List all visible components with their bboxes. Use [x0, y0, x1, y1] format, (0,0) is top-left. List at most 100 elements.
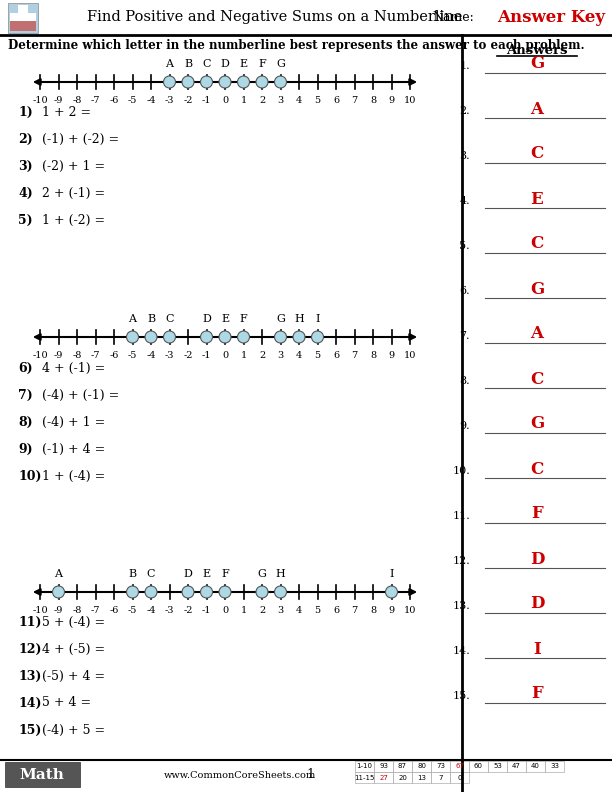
Text: -7: -7 [91, 606, 100, 615]
Text: 9): 9) [18, 443, 32, 455]
Text: 11): 11) [18, 615, 42, 629]
Circle shape [163, 331, 176, 343]
Text: 13): 13) [18, 669, 42, 683]
Text: 7: 7 [351, 351, 357, 360]
Text: -10: -10 [32, 351, 48, 360]
Circle shape [201, 331, 212, 343]
Text: F: F [221, 569, 229, 579]
Text: E: E [203, 569, 211, 579]
Text: 11-15: 11-15 [354, 775, 375, 780]
Text: 1: 1 [306, 768, 314, 782]
Text: (-4) + 5 =: (-4) + 5 = [42, 724, 105, 737]
Text: 7: 7 [351, 606, 357, 615]
Bar [526, 761, 545, 772]
Text: -7: -7 [91, 351, 100, 360]
Text: -5: -5 [128, 351, 137, 360]
Text: -9: -9 [54, 96, 63, 105]
Circle shape [219, 331, 231, 343]
Text: 4.: 4. [460, 196, 470, 206]
Text: 9.: 9. [460, 421, 470, 431]
Circle shape [127, 586, 138, 598]
Text: 12.: 12. [452, 556, 470, 566]
Text: 1-10: 1-10 [357, 763, 373, 770]
Text: (-1) + 4 =: (-1) + 4 = [42, 443, 105, 455]
Text: -4: -4 [146, 96, 155, 105]
Text: F: F [531, 686, 543, 703]
Text: 67: 67 [455, 763, 464, 770]
Bar [450, 761, 469, 772]
Text: G: G [276, 314, 285, 324]
Text: 1.: 1. [460, 61, 470, 71]
Text: 4: 4 [296, 96, 302, 105]
Text: A: A [531, 326, 543, 342]
Text: 1: 1 [241, 96, 247, 105]
Text: 47: 47 [512, 763, 521, 770]
Text: -10: -10 [32, 96, 48, 105]
Text: 1: 1 [241, 351, 247, 360]
Text: H: H [294, 314, 304, 324]
Text: Determine which letter in the numberline best represents the answer to each prob: Determine which letter in the numberline… [8, 39, 584, 51]
Circle shape [127, 331, 138, 343]
Text: (-4) + (-1) =: (-4) + (-1) = [42, 389, 119, 402]
Text: I: I [389, 569, 394, 579]
Circle shape [182, 76, 194, 88]
Text: Find Positive and Negative Sums on a Numberline: Find Positive and Negative Sums on a Num… [88, 10, 463, 25]
Text: 10: 10 [404, 351, 416, 360]
Text: 73: 73 [436, 763, 445, 770]
Text: 6: 6 [333, 96, 339, 105]
Bar [18, 5, 28, 31]
Text: -1: -1 [202, 606, 211, 615]
Text: D: D [530, 596, 544, 612]
Text: 15): 15) [18, 724, 42, 737]
Text: Math: Math [20, 768, 64, 782]
Text: 1 + (-4) =: 1 + (-4) = [42, 470, 105, 482]
Text: 80: 80 [417, 763, 426, 770]
Text: A: A [129, 314, 136, 324]
Text: 8: 8 [370, 351, 376, 360]
Text: 53: 53 [493, 763, 502, 770]
Text: 0: 0 [222, 96, 228, 105]
Text: A: A [54, 569, 62, 579]
Circle shape [275, 76, 286, 88]
Text: -6: -6 [110, 351, 119, 360]
Text: www.CommonCoreSheets.com: www.CommonCoreSheets.com [164, 771, 316, 779]
Text: D: D [220, 59, 230, 69]
Text: -6: -6 [110, 96, 119, 105]
Text: 93: 93 [379, 763, 388, 770]
Text: 9: 9 [389, 351, 395, 360]
Text: G: G [530, 416, 544, 432]
Text: 87: 87 [398, 763, 407, 770]
Text: (-2) + 1 =: (-2) + 1 = [42, 159, 105, 173]
Text: 10.: 10. [452, 466, 470, 476]
Text: F: F [240, 314, 247, 324]
Text: 5 + 4 =: 5 + 4 = [42, 696, 91, 710]
Bar [545, 761, 564, 772]
Bar [355, 761, 374, 772]
Text: 7): 7) [18, 389, 33, 402]
Text: 4): 4) [18, 186, 33, 200]
Text: 10: 10 [404, 96, 416, 105]
Text: -3: -3 [165, 96, 174, 105]
Text: 2.: 2. [460, 106, 470, 116]
Text: 10): 10) [18, 470, 42, 482]
Text: E: E [239, 59, 248, 69]
Text: D: D [202, 314, 211, 324]
Text: -2: -2 [183, 96, 193, 105]
Text: -1: -1 [202, 351, 211, 360]
Circle shape [145, 331, 157, 343]
Text: 3: 3 [277, 351, 283, 360]
Circle shape [237, 76, 250, 88]
Text: 6): 6) [18, 361, 32, 375]
Text: 2): 2) [18, 132, 33, 146]
Text: 14): 14) [18, 696, 42, 710]
Text: 1): 1) [18, 105, 33, 119]
Text: 6: 6 [333, 606, 339, 615]
Bar [355, 772, 374, 783]
Text: -9: -9 [54, 606, 63, 615]
Text: I: I [533, 641, 541, 657]
Circle shape [256, 586, 268, 598]
Bar [8, 3, 38, 33]
Text: D: D [530, 550, 544, 568]
Text: 4: 4 [296, 606, 302, 615]
Text: 8: 8 [370, 606, 376, 615]
